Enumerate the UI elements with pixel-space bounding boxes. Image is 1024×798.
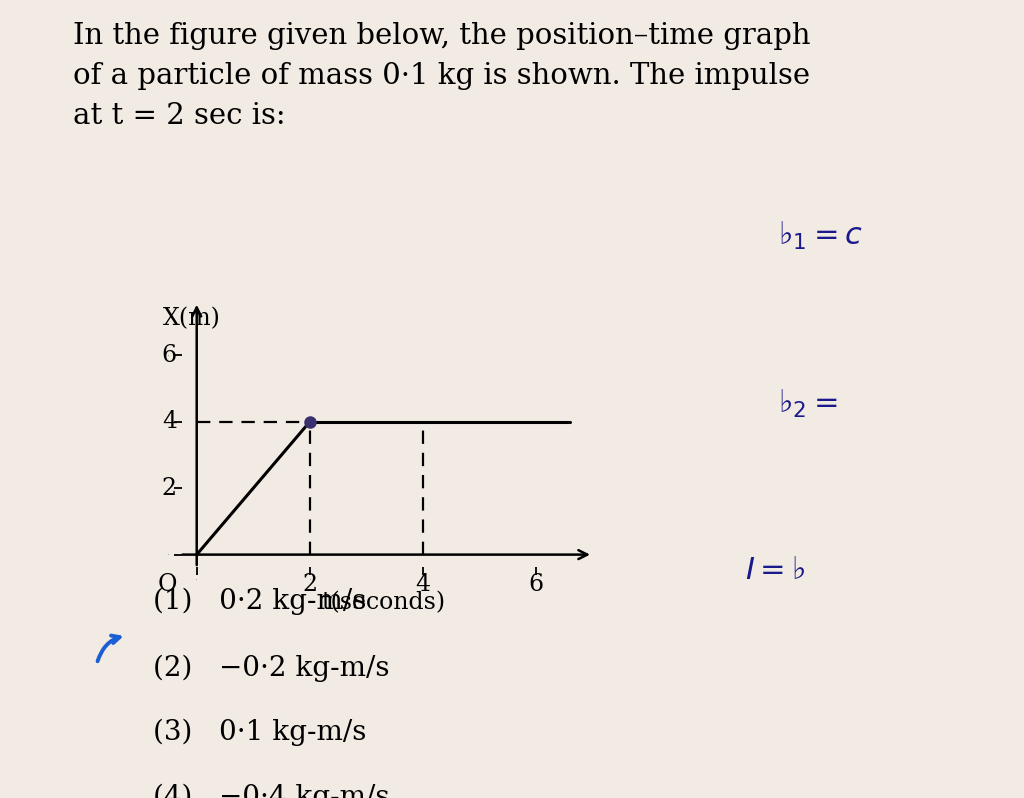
Text: 4: 4 (162, 410, 177, 433)
Text: $I = \flat$: $I = \flat$ (745, 555, 806, 587)
Text: O: O (158, 573, 177, 596)
Text: 2: 2 (302, 573, 317, 596)
Text: In the figure given below, the position–time graph
of a particle of mass 0·1 kg : In the figure given below, the position–… (73, 22, 811, 130)
Text: X(m): X(m) (163, 307, 220, 330)
Text: 4: 4 (416, 573, 431, 596)
Text: (3)   0·1 kg-m/s: (3) 0·1 kg-m/s (154, 719, 367, 746)
Text: (1)   0·2 kg-m/s: (1) 0·2 kg-m/s (154, 587, 367, 614)
Text: 6: 6 (162, 344, 177, 366)
Text: $\flat_1 = c$: $\flat_1 = c$ (778, 220, 863, 252)
Text: 2: 2 (162, 476, 177, 500)
Text: (2)   −0·2 kg-m/s: (2) −0·2 kg-m/s (154, 654, 390, 681)
Text: t(seconds): t(seconds) (322, 591, 445, 614)
Text: (4)   −0·4 kg-m/s: (4) −0·4 kg-m/s (154, 784, 390, 798)
Text: 6: 6 (528, 573, 544, 596)
Text: $\flat_2 =$: $\flat_2 =$ (778, 388, 838, 420)
